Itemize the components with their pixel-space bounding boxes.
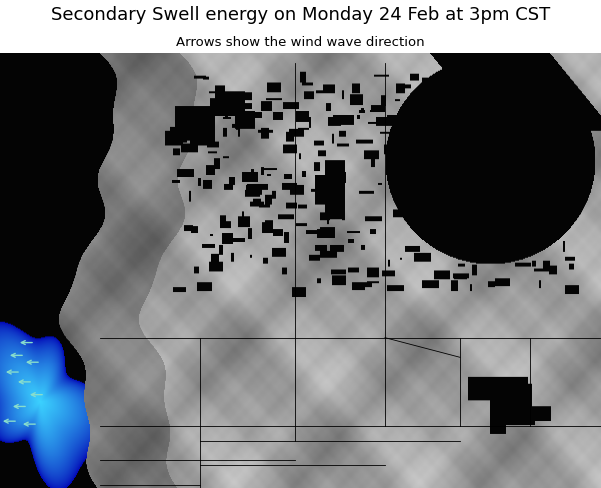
Text: Arrows show the wind wave direction: Arrows show the wind wave direction (176, 36, 425, 49)
Text: Secondary Swell energy on Monday 24 Feb at 3pm CST: Secondary Swell energy on Monday 24 Feb … (51, 6, 550, 24)
